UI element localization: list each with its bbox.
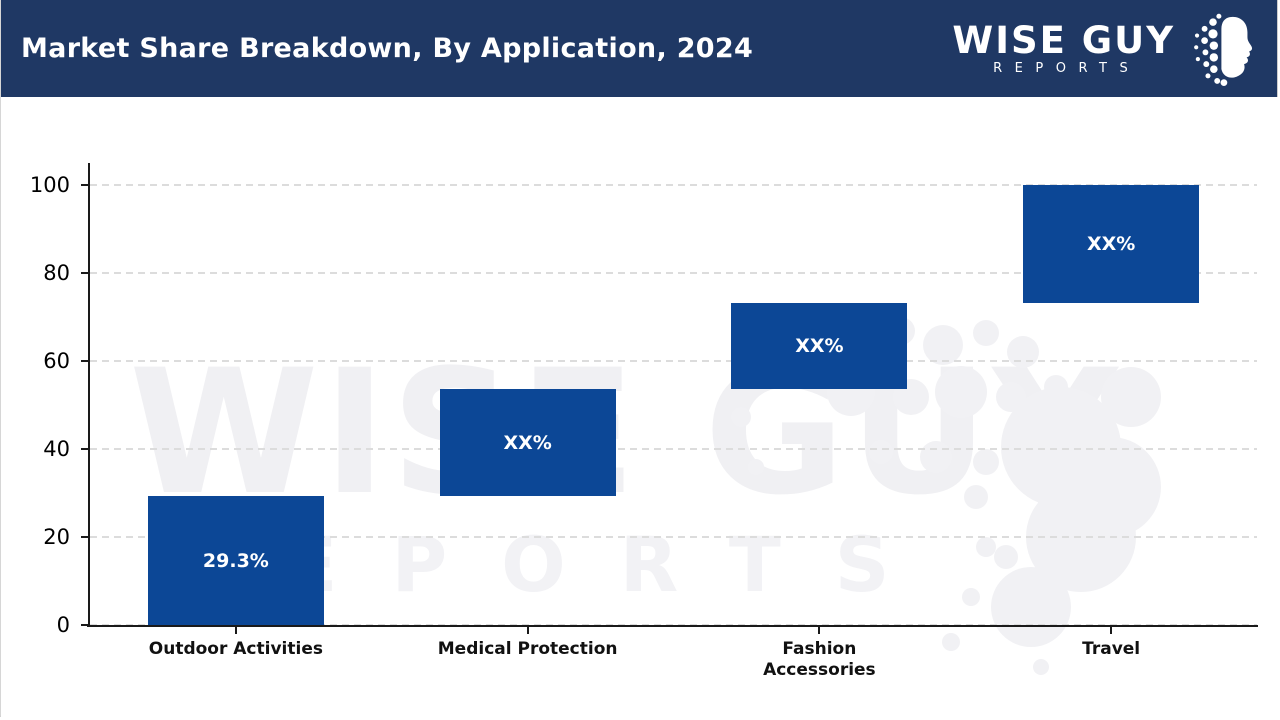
x-category-label: Medical Protection: [437, 639, 618, 659]
y-tick-label: 80: [43, 261, 70, 285]
bar-value-label: XX%: [1086, 232, 1136, 255]
x-tick-mark: [1110, 627, 1113, 634]
logo-line1: WISE GUY: [952, 19, 1175, 62]
gridline-60: [90, 360, 1257, 362]
y-tick-label: 20: [43, 525, 70, 549]
plot-area: 0 20 40 60 80 100 29.3% Outdoor Activities XX% Me…: [30, 173, 1257, 680]
gridline-80: [90, 272, 1257, 274]
logo-wordmark: WISE GUY REPORTS: [952, 22, 1175, 75]
y-tick-mark: [81, 448, 88, 450]
chart-area: WISE GUY REPORTS 0 20 40 60 80 100 29.3% Outdoo…: [1, 97, 1279, 717]
x-axis-line: [87, 625, 1258, 627]
gridline-20: [90, 536, 1257, 538]
x-category-label: Travel: [1082, 639, 1141, 659]
y-tick-mark: [81, 624, 88, 626]
wiseguy-logo: WISE GUY REPORTS: [952, 9, 1255, 89]
y-tick-mark: [81, 360, 88, 362]
x-tick-mark: [818, 627, 821, 634]
header-bar: Market Share Breakdown, By Application, …: [1, 0, 1277, 97]
y-tick-label: 40: [43, 437, 70, 461]
x-tick-mark: [526, 627, 529, 634]
y-tick-label: 60: [43, 349, 70, 373]
bar-1: 29.3%: [147, 496, 324, 625]
gridline-100: [90, 184, 1257, 186]
chart-title: Market Share Breakdown, By Application, …: [21, 33, 754, 64]
bar-2: XX%: [439, 389, 616, 497]
y-axis-line: [88, 163, 90, 625]
x-category-label: Outdoor Activities: [148, 639, 323, 659]
y-tick-mark: [81, 536, 88, 538]
y-tick-mark: [81, 272, 88, 274]
bar-value-label: XX%: [503, 431, 552, 454]
y-tick-label: 100: [29, 173, 70, 197]
y-tick-label: 0: [56, 613, 70, 637]
logo-face-icon: [1194, 13, 1253, 86]
logo-line2: REPORTS: [993, 61, 1141, 76]
x-tick-mark: [234, 627, 237, 634]
bar-value-label: 29.3%: [202, 549, 269, 572]
bar-3: XX%: [731, 302, 908, 390]
bar-4: XX%: [1023, 185, 1200, 303]
gridline-40: [90, 448, 1257, 450]
bar-value-label: XX%: [795, 335, 844, 358]
x-category-label: Fashion Accessories: [763, 639, 876, 681]
y-tick-mark: [81, 184, 88, 186]
